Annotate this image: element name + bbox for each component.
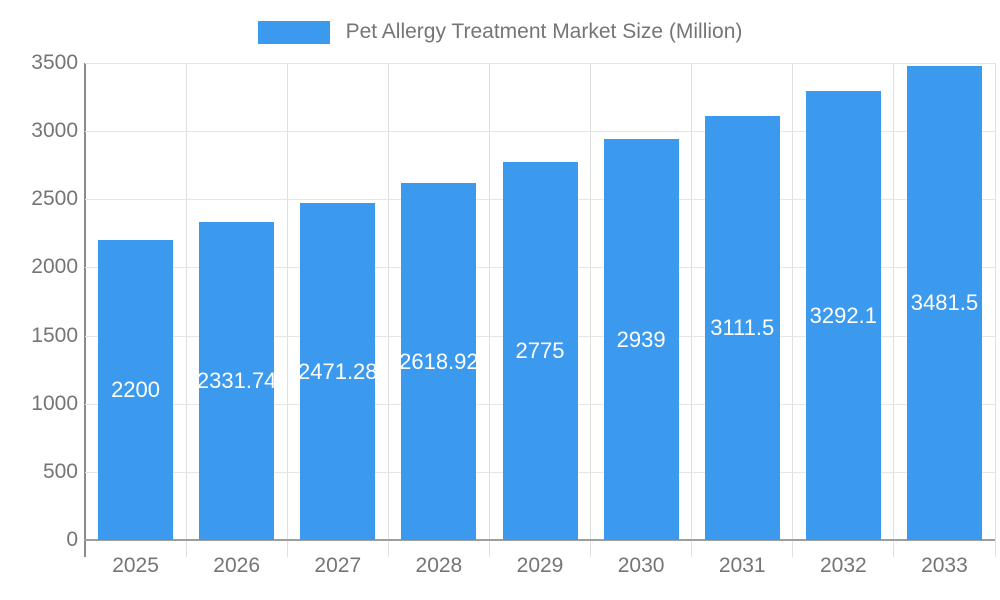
y-tick-label: 3500 [31, 51, 78, 74]
bar-2030[interactable] [604, 139, 679, 540]
x-tick-label: 2025 [112, 554, 159, 577]
horizontal-gridline [85, 131, 995, 133]
y-tick-label: 3000 [31, 119, 78, 143]
bar-value-label: 2471.28 [298, 358, 378, 384]
bar-2028[interactable] [401, 183, 476, 540]
bar-2033[interactable] [907, 66, 982, 540]
x-axis-line [84, 539, 995, 541]
x-tick-label: 2031 [718, 554, 766, 577]
plot-area: 2200 2331.74 2471.28 2618.92 2775 2939 3111.5 3… [84, 63, 996, 557]
y-tick-label: 500 [42, 459, 78, 483]
y-tick-label: 1000 [31, 391, 78, 415]
x-tick-label: 2029 [516, 554, 564, 577]
bar-2027[interactable] [300, 203, 375, 540]
bar-value-label: 2939 [616, 326, 666, 352]
bar-value-label: 3481.5 [910, 290, 979, 315]
y-tick-label: 0 [66, 528, 78, 551]
bar-value-label: 2618.92 [399, 348, 479, 374]
legend-label[interactable]: Pet Allergy Treatment Market Size (Milli… [345, 20, 743, 43]
y-tick-label: 2000 [31, 255, 78, 279]
bar-2029[interactable] [503, 162, 578, 540]
x-tick-label: 2027 [314, 554, 362, 577]
x-tick-label: 2030 [617, 554, 665, 577]
vertical-gridline [893, 63, 895, 557]
bar-2026[interactable] [199, 222, 274, 540]
bar-2025[interactable] [98, 240, 173, 540]
bar-value-label: 3111.5 [710, 315, 775, 340]
y-tick-label: 2500 [31, 187, 78, 211]
x-tick-label: 2033 [921, 554, 968, 577]
x-tick-label: 2028 [415, 554, 463, 577]
vertical-gridline [387, 63, 389, 557]
bar-value-label: 2331.74 [196, 368, 277, 393]
bar-value-label: 2200 [111, 377, 161, 402]
bar-2032[interactable] [806, 91, 881, 540]
horizontal-gridline [85, 63, 995, 64]
legend-swatch-icon[interactable] [257, 20, 330, 44]
chart-legend: Pet Allergy Treatment Market Size (Milli… [0, 14, 1000, 50]
x-tick-label: 2026 [213, 554, 261, 577]
vertical-gridline [488, 63, 490, 557]
vertical-gridline [286, 63, 288, 557]
bar-value-label: 3292.1 [809, 302, 877, 328]
x-tick-label: 2032 [819, 554, 867, 577]
vertical-gridline [792, 63, 794, 557]
vertical-gridline [590, 63, 592, 557]
vertical-gridline [994, 63, 996, 557]
bar-value-label: 2775 [515, 338, 565, 363]
vertical-gridline [691, 63, 693, 557]
vertical-gridline [185, 63, 187, 557]
y-axis-line [84, 63, 86, 557]
y-tick-label: 1500 [31, 323, 78, 347]
bar-2031[interactable] [705, 116, 780, 540]
